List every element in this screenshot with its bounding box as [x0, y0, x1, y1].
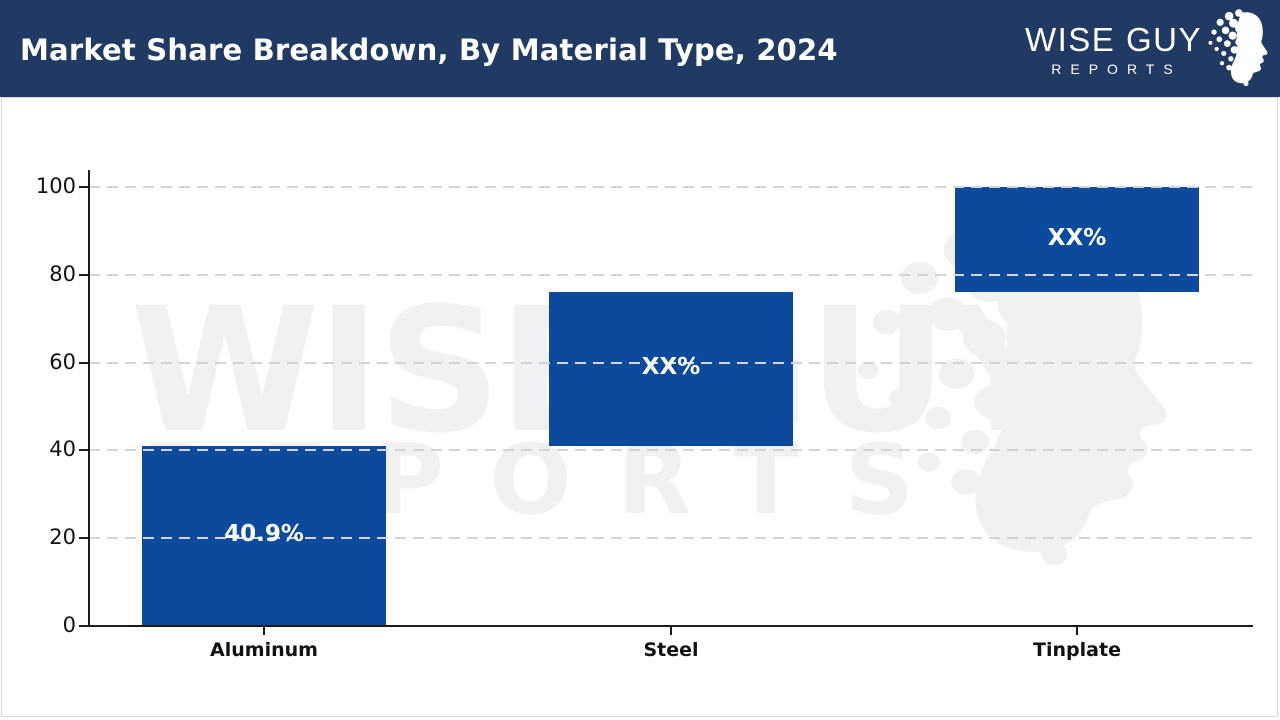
- page-title: Market Share Breakdown, By Material Type…: [20, 33, 838, 67]
- brand-subname: REPORTS: [1051, 61, 1182, 77]
- x-axis-line: [88, 625, 1253, 627]
- header: Market Share Breakdown, By Material Type…: [0, 0, 1280, 97]
- y-tick-label-0: 0: [62, 613, 76, 637]
- x-tick-label-tinplate: Tinplate: [1033, 639, 1121, 661]
- y-axis-line: [88, 170, 90, 627]
- y-tick-label-20: 20: [49, 525, 76, 550]
- brand-logo: WISE GUY REPORTS: [1025, 5, 1270, 93]
- bar-label-tinplate: XX%: [1047, 224, 1107, 251]
- x-tick-tinplate: [1076, 627, 1078, 635]
- gridline-80: [89, 273, 1253, 276]
- gridline-60: [89, 361, 1253, 364]
- bar-label-aluminum: 40.9%: [224, 521, 304, 548]
- y-tick-60: [79, 361, 88, 364]
- y-tick-80: [79, 273, 88, 276]
- brand-logo-text: WISE GUY REPORTS: [1025, 21, 1202, 77]
- gridline-100: [89, 186, 1253, 188]
- y-tick-20: [79, 537, 88, 540]
- gridline-20: [89, 537, 1253, 540]
- y-tick-0: [79, 625, 88, 627]
- brand-face-icon: [1208, 9, 1268, 87]
- x-tick-label-aluminum: Aluminum: [210, 639, 318, 661]
- y-tick-label-100: 100: [35, 174, 76, 198]
- y-tick-40: [79, 449, 88, 452]
- gridline-40: [89, 449, 1253, 452]
- bar-aluminum: [142, 446, 386, 626]
- bar-label-steel: XX%: [641, 354, 701, 381]
- x-tick-label-steel: Steel: [643, 639, 699, 661]
- bar-steel: [549, 292, 793, 447]
- x-tick-aluminum: [263, 627, 265, 635]
- x-tick-steel: [670, 627, 672, 635]
- brand-name: WISE GUY: [1024, 21, 1202, 58]
- y-tick-100: [79, 186, 88, 188]
- y-tick-label-40: 40: [49, 437, 76, 462]
- y-tick-label-60: 60: [49, 349, 76, 374]
- y-tick-label-80: 80: [49, 261, 76, 286]
